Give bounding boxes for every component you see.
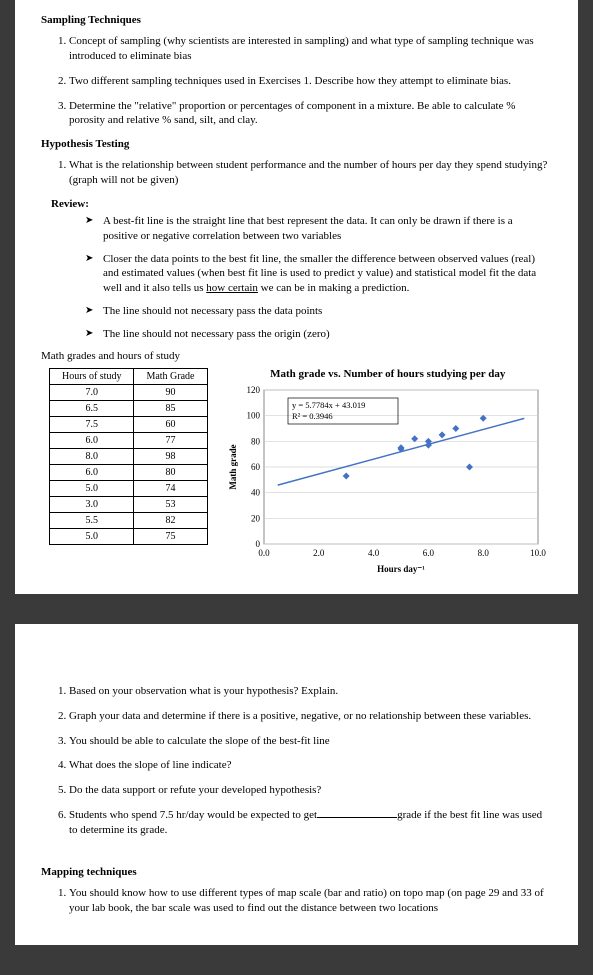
list-item: Do the data support or refute your devel… [69,783,550,798]
table-cell: 6.0 [50,464,134,480]
review-label: Review: [51,198,550,210]
table-cell: 74 [134,480,207,496]
list-item: You should be able to calculate the slop… [69,734,550,749]
table-row: 5.074 [50,480,208,496]
hypothesis-list: What is the relationship between student… [69,158,550,188]
list-item: What does the slope of line indicate? [69,758,550,773]
list-item: Based on your observation what is your h… [69,684,550,699]
svg-text:Math grade: Math grade [228,444,238,489]
page-2: Based on your observation what is your h… [15,624,578,946]
data-table: Hours of study Math Grade 7.0906.5857.56… [49,368,208,545]
table-cell: 85 [134,400,207,416]
svg-text:6.0: 6.0 [422,548,434,558]
svg-text:4.0: 4.0 [367,548,379,558]
page-1: Sampling Techniques Concept of sampling … [15,0,578,594]
table-cell: 3.0 [50,496,134,512]
list-item: What is the relationship between student… [69,158,550,188]
text: Students who spend 7.5 hr/day would be e… [69,809,317,821]
table-cell: 60 [134,416,207,432]
table-cell: 6.5 [50,400,134,416]
list-item: Closer the data points to the best fit l… [89,252,550,297]
chart-title: Math grade vs. Number of hours studying … [226,368,551,380]
table-cell: 8.0 [50,448,134,464]
sampling-list: Concept of sampling (why scientists are … [69,34,550,128]
table-cell: 5.5 [50,512,134,528]
table-row: 7.090 [50,384,208,400]
table-cell: 6.0 [50,432,134,448]
table-cell: 7.5 [50,416,134,432]
data-block: Hours of study Math Grade 7.0906.5857.56… [49,368,550,574]
chart-container: Math grade vs. Number of hours studying … [226,368,551,574]
svg-text:y = 5.7784x + 43.019: y = 5.7784x + 43.019 [292,400,365,410]
list-item: Concept of sampling (why scientists are … [69,34,550,64]
heading-hypothesis: Hypothesis Testing [41,138,550,150]
table-cell: 77 [134,432,207,448]
table-row: 7.560 [50,416,208,432]
table-row: 8.098 [50,448,208,464]
table-cell: 98 [134,448,207,464]
table-cell: 82 [134,512,207,528]
list-item: A best-fit line is the straight line tha… [89,214,550,244]
list-item: Graph your data and determine if there i… [69,709,550,724]
list-item: You should know how to use different typ… [69,886,550,916]
scatter-chart: 0204060801001200.02.04.06.08.010.0Hours … [226,384,546,574]
table-header: Math Grade [134,368,207,384]
table-cell: 75 [134,528,207,544]
list-item: The line should not necessary pass the d… [89,304,550,319]
table-row: 5.075 [50,528,208,544]
list-item: The line should not necessary pass the o… [89,327,550,342]
list-item: Students who spend 7.5 hr/day would be e… [69,808,550,838]
svg-text:Hours day⁻¹: Hours day⁻¹ [377,564,425,574]
svg-text:10.0: 10.0 [530,548,546,558]
table-cell: 7.0 [50,384,134,400]
svg-text:20: 20 [251,513,261,523]
heading-mapping: Mapping techniques [41,866,550,878]
table-row: 6.080 [50,464,208,480]
svg-text:100: 100 [246,410,260,420]
svg-text:120: 120 [246,385,260,395]
table-cell: 5.0 [50,480,134,496]
questions-list: Based on your observation what is your h… [69,684,550,838]
table-row: 6.585 [50,400,208,416]
svg-text:0.0: 0.0 [258,548,270,558]
list-item: Determine the "relative" proportion or p… [69,99,550,129]
svg-text:60: 60 [251,462,261,472]
blank-line [317,808,397,818]
table-caption: Math grades and hours of study [41,350,550,362]
svg-text:2.0: 2.0 [313,548,325,558]
svg-text:80: 80 [251,436,261,446]
table-header: Hours of study [50,368,134,384]
table-cell: 5.0 [50,528,134,544]
review-list: A best-fit line is the straight line tha… [89,214,550,342]
svg-text:8.0: 8.0 [477,548,489,558]
heading-sampling: Sampling Techniques [41,14,550,26]
mapping-list: You should know how to use different typ… [69,886,550,916]
table-cell: 80 [134,464,207,480]
table-row: 5.582 [50,512,208,528]
svg-text:R² = 0.3946: R² = 0.3946 [292,411,333,421]
table-cell: 90 [134,384,207,400]
table-row: 3.053 [50,496,208,512]
list-item: Two different sampling techniques used i… [69,74,550,89]
svg-text:40: 40 [251,487,261,497]
table-cell: 53 [134,496,207,512]
table-row: 6.077 [50,432,208,448]
